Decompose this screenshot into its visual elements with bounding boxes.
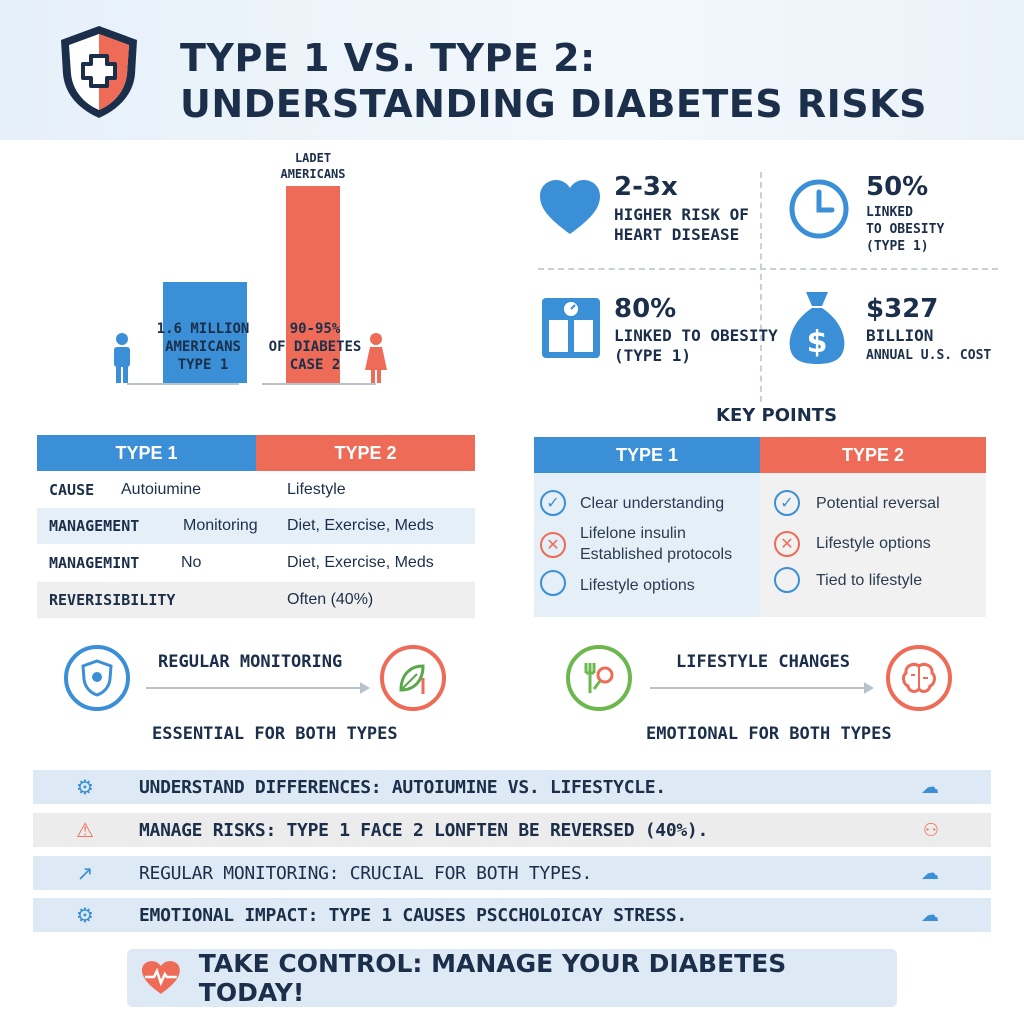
cross-circle-icon: ✕ (540, 532, 566, 558)
female-figure-icon (365, 333, 387, 383)
stat-scale-number: 80% (614, 294, 677, 324)
table-row: REVERISIBILITY Often (40%) (37, 582, 475, 618)
clock-icon (789, 179, 849, 239)
chart-baseline-left (127, 383, 239, 385)
cloud-icon: ☁ (921, 862, 939, 883)
cloud-pulse-icon: ☁ (921, 904, 939, 925)
brain-icon: ☁ (921, 776, 939, 797)
stat-clock-number: 50% (866, 172, 929, 202)
title-line-1: TYPE 1 VS. TYPE 2: (180, 36, 596, 80)
flow-subtitle-lifestyle: EMOTIONAL FOR BOTH TYPES (646, 724, 892, 744)
cta-text: TAKE CONTROL: MANAGE YOUR DIABETES TODAY… (198, 949, 787, 1007)
stats-divider-horizontal (538, 268, 998, 270)
bar-type2-label: 90-95% OF DIABETES CASE 2 (268, 321, 362, 373)
bar-type2 (286, 186, 340, 383)
brain-icon (886, 645, 952, 711)
check-circle-icon: ✓ (540, 490, 566, 516)
kp-type1-panel (534, 473, 760, 617)
flow-subtitle-monitoring: ESSENTIAL FOR BOTH TYPES (152, 724, 398, 744)
tip-row: ⚠ MANAGE RISKS: TYPE 1 FACE 2 LONFTEN BE… (33, 813, 991, 847)
empty-circle-icon (774, 567, 800, 593)
stats-divider-vertical (760, 172, 762, 402)
stat-cost-number: $327 (866, 294, 939, 324)
chart-baseline-right (262, 383, 376, 385)
heart-pulse-icon (141, 961, 180, 994)
kp-header-type1: TYPE 1 (534, 437, 760, 473)
stat-scale-text: LINKED TO OBESITY (TYPE 1) (614, 326, 778, 365)
leaf-utensil-icon (380, 645, 446, 711)
tip-row: ⚙ EMOTIONAL IMPACT: TYPE 1 CAUSES PSCCHO… (33, 898, 991, 932)
kp-type1-item: Lifestyle options (580, 577, 695, 594)
empty-circle-icon (540, 570, 566, 596)
table-row: MANAGEMINT No Diet, Exercise, Meds (49, 554, 434, 572)
header-banner (0, 0, 1024, 140)
warning-icon: ⚠ (76, 819, 94, 842)
monitoring-shield-icon (64, 645, 130, 711)
bar-type1-label: 1.6 MILLION AMERICANS TYPE 1 (156, 321, 250, 373)
flow-title-monitoring: REGULAR MONITORING (158, 652, 343, 672)
bar-type2-top-label: LADET AMERICANS (280, 151, 346, 181)
flow-arrow-head (864, 682, 874, 694)
tip-row: ↗ REGULAR MONITORING: CRUCIAL FOR BOTH T… (33, 856, 991, 890)
table-header-type1: TYPE 1 (37, 435, 256, 471)
arrow-up-right-icon: ↗ (76, 862, 94, 885)
flow-title-lifestyle: LIFESTYLE CHANGES (676, 652, 850, 672)
shield-cross-icon (61, 26, 137, 118)
kp-header-type2: TYPE 2 (760, 437, 986, 473)
title-line-2: UNDERSTANDING DIABETES RISKS (180, 82, 927, 126)
gear-icon: ⚙ (76, 904, 94, 927)
cta-banner: TAKE CONTROL: MANAGE YOUR DIABETES TODAY… (127, 949, 897, 1007)
flow-arrow-line (650, 687, 866, 689)
tip-row: ⚙ UNDERSTAND DIFFERENCES: AUTOIUMINE VS.… (33, 770, 991, 804)
kp-type2-item: Potential reversal (816, 495, 940, 512)
flow-arrow-line (146, 687, 362, 689)
table-row: MANAGEMENT Monitoring Diet, Exercise, Me… (37, 508, 475, 544)
stat-heart-text: HIGHER RISK OF HEART DISEASE (614, 205, 749, 244)
comparison-table: TYPE 1 TYPE 2 CAUSE Autoiumine Lifestyle… (37, 435, 475, 619)
stat-cost-text: BILLION ANNUAL U.S. COST (866, 326, 992, 363)
key-points-title: KEY POINTS (716, 405, 838, 426)
fork-search-icon (566, 645, 632, 711)
table-row: CAUSE Autoiumine Lifestyle (49, 481, 346, 499)
heart-icon (540, 180, 600, 234)
table-header-type2: TYPE 2 (256, 435, 475, 471)
check-circle-icon: ✓ (774, 490, 800, 516)
person-icon: ⚇ (922, 819, 939, 840)
kp-type2-item: Tied to lifestyle (816, 572, 923, 589)
cross-circle-icon: ✕ (774, 531, 800, 557)
male-figure-icon (114, 333, 130, 383)
scale-icon (542, 298, 600, 358)
key-points-table: TYPE 1 TYPE 2 ✓ Clear understanding ✕ Li… (534, 437, 986, 617)
stat-clock-text: LINKED TO OBESITY (TYPE 1) (866, 205, 945, 254)
stat-heart-number: 2-3x (614, 172, 678, 202)
flow-arrow-head (360, 682, 370, 694)
money-bag-icon: $ (789, 292, 845, 364)
kp-type1-item: Lifelone insulin Established protocols (580, 525, 733, 563)
kp-type2-item: Lifestyle options (816, 535, 931, 552)
bar-type1 (163, 282, 247, 383)
svg-text:$: $ (807, 325, 828, 360)
kp-type1-item: Clear understanding (580, 495, 725, 512)
gear-icon: ⚙ (76, 776, 94, 799)
